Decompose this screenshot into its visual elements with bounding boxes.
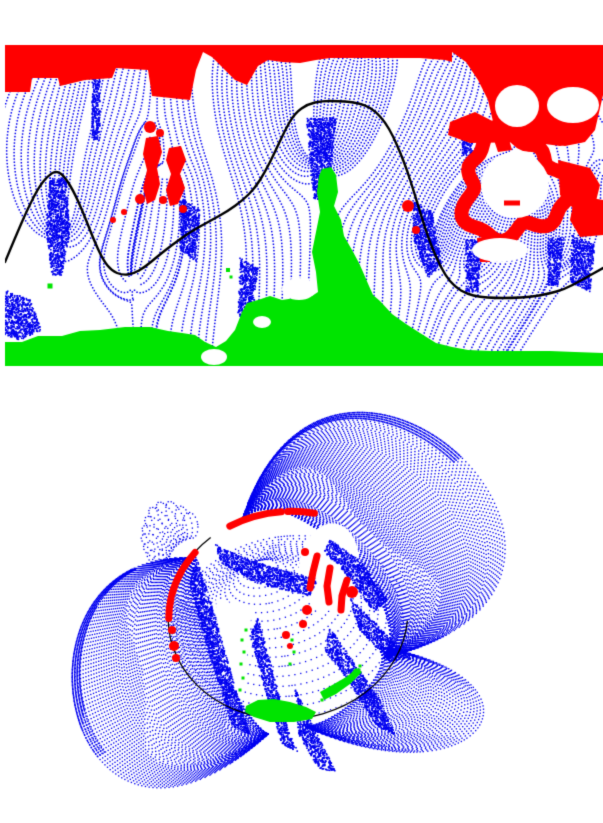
- field-line-visualization-canvas: [0, 0, 603, 823]
- figure-container: [0, 0, 603, 823]
